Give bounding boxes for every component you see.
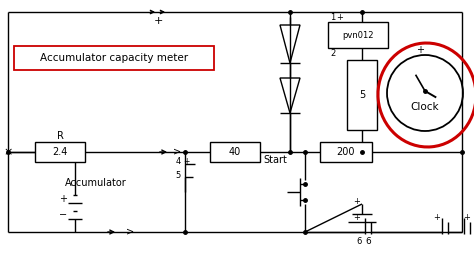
Text: +: +: [354, 198, 360, 206]
Text: −: −: [59, 210, 67, 220]
Text: >: >: [126, 227, 134, 237]
Bar: [320, 142, 372, 162]
Bar: [14, 46, 214, 70]
Text: +: +: [434, 213, 440, 221]
Bar: [347, 60, 377, 130]
Text: 5: 5: [176, 171, 181, 180]
Text: Accumulator capacity meter: Accumulator capacity meter: [40, 53, 188, 63]
Text: +: +: [153, 16, 163, 26]
Text: Clock: Clock: [410, 102, 439, 112]
Text: +: +: [336, 13, 343, 22]
Text: 6: 6: [356, 237, 362, 246]
Bar: [210, 142, 260, 162]
Text: 5: 5: [359, 90, 365, 100]
Text: >: >: [173, 147, 181, 157]
Text: 40: 40: [229, 147, 241, 157]
Text: 6: 6: [365, 237, 371, 246]
Text: 4: 4: [176, 158, 181, 166]
Text: Start: Start: [263, 155, 287, 165]
Text: 2: 2: [330, 49, 335, 58]
Text: +: +: [354, 213, 360, 221]
Text: +: +: [59, 194, 67, 204]
Text: 2.4: 2.4: [52, 147, 68, 157]
Text: Accumulator: Accumulator: [65, 178, 127, 188]
Text: +: +: [183, 158, 190, 166]
Text: +: +: [416, 45, 424, 55]
Text: +: +: [464, 213, 470, 221]
Text: 1: 1: [330, 13, 335, 22]
Text: pvn012: pvn012: [342, 31, 374, 39]
Bar: [328, 22, 388, 48]
Text: R: R: [56, 131, 64, 141]
Text: 200: 200: [337, 147, 355, 157]
Bar: [35, 142, 85, 162]
Text: ×: ×: [3, 147, 13, 157]
